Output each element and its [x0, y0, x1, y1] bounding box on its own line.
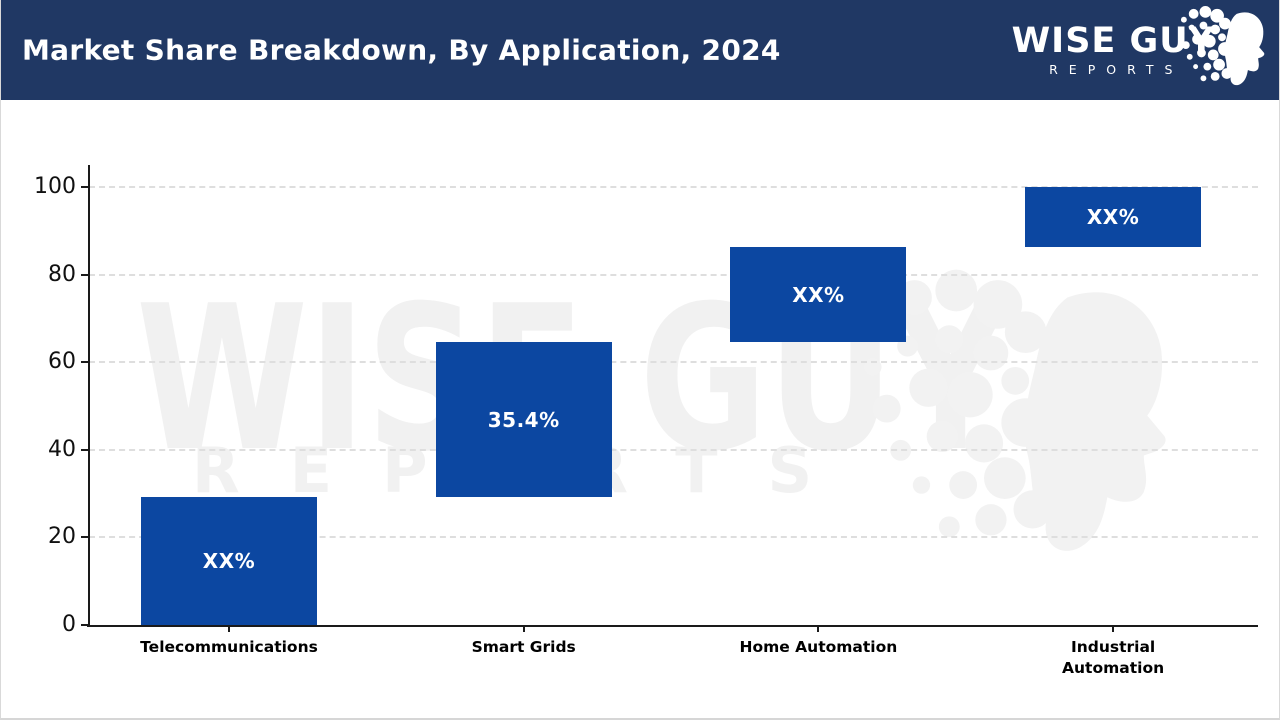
x-axis-category-label: Home Automation — [739, 638, 898, 656]
x-axis-category-label: Smart Grids — [471, 638, 576, 656]
y-axis-tick-label: 40 — [48, 436, 76, 462]
y-axis-tick — [81, 624, 88, 626]
x-axis-tick — [817, 625, 820, 632]
bar-segment: 35.4% — [435, 342, 612, 498]
y-gridline — [89, 448, 1258, 451]
bar-value-label: XX% — [1086, 205, 1140, 230]
y-axis-line — [88, 165, 90, 627]
brand-subname: REPORTS — [1049, 61, 1184, 77]
y-gridline — [89, 536, 1258, 539]
y-axis-tick-label: 20 — [48, 524, 76, 550]
y-axis-tick — [81, 536, 88, 539]
y-axis-tick-label: 80 — [48, 261, 76, 287]
brand-name: WISE GUY — [1011, 21, 1215, 62]
y-axis-tick — [81, 361, 88, 364]
brand-logo: WISE GUY REPORTS — [1012, 6, 1270, 94]
y-gridline — [89, 186, 1258, 188]
bar-value-label: XX% — [202, 549, 256, 574]
y-axis-tick — [81, 448, 88, 451]
y-axis-tick — [81, 186, 88, 188]
x-axis-tick — [522, 625, 525, 632]
header-bar: Market Share Breakdown, By Application, … — [0, 0, 1280, 100]
x-axis-category-label: Industrial Automation — [1062, 638, 1165, 677]
bar-segment: XX% — [1025, 187, 1202, 248]
y-axis-tick-label: 0 — [62, 612, 76, 637]
y-axis-tick — [81, 273, 88, 276]
bar-segment: XX% — [141, 497, 317, 625]
bar-value-label: XX% — [792, 282, 845, 307]
y-gridline — [89, 273, 1258, 276]
bar-value-label: 35.4% — [487, 407, 560, 432]
brand-wordmark: WISE GUY REPORTS — [1012, 23, 1215, 77]
x-axis-tick — [228, 625, 230, 632]
y-gridline — [89, 361, 1258, 364]
face-profile-dots-icon — [1179, 6, 1265, 86]
page-title: Market Share Breakdown, By Application, … — [22, 33, 781, 67]
x-axis-category-label: Telecommunications — [140, 638, 318, 656]
x-axis-line — [87, 625, 1258, 627]
y-axis-tick-label: 60 — [48, 349, 76, 375]
y-axis-tick-label: 100 — [34, 174, 76, 199]
bar-segment: XX% — [730, 247, 907, 343]
x-axis-tick — [1112, 625, 1115, 632]
